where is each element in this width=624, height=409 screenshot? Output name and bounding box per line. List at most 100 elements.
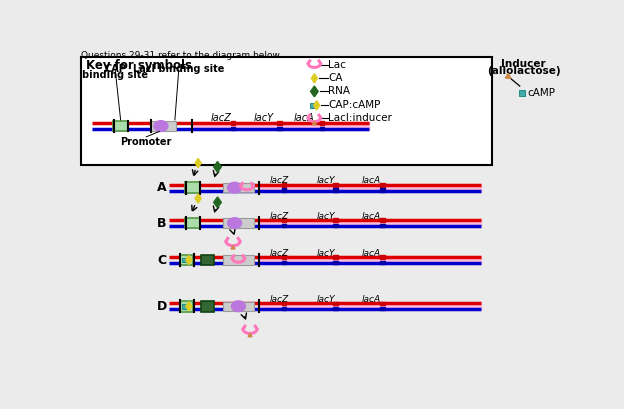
Text: RNA: RNA [328,86,350,97]
Polygon shape [314,101,319,110]
Bar [223,218,254,228]
Bar [380,218,385,222]
Bar [185,182,200,193]
Text: lacZ: lacZ [270,212,289,221]
Bar [380,183,385,187]
Bar [180,301,193,312]
Polygon shape [154,121,168,131]
Bar [282,302,286,306]
Bar [333,307,338,310]
Text: A: A [157,181,167,194]
Text: CA: CA [328,73,343,83]
Bar [231,121,235,125]
Polygon shape [186,302,192,311]
Text: LacI binding site: LacI binding site [133,64,225,74]
Text: lacY: lacY [254,113,274,124]
Text: lacZ: lacZ [270,249,289,258]
Text: lacY: lacY [317,295,335,304]
Polygon shape [195,194,201,203]
Bar [282,256,286,259]
Bar [260,302,481,310]
Bar [151,121,175,131]
Bar [260,256,481,264]
Text: Inducer: Inducer [501,59,546,69]
Polygon shape [213,197,222,208]
Text: Lac: Lac [328,60,346,70]
Text: CAP:cAMP: CAP:cAMP [328,100,381,110]
Bar [260,219,481,227]
Bar [223,256,254,265]
Bar [282,261,286,264]
Text: CAP: CAP [104,64,126,74]
Bar [282,307,286,310]
Bar [333,302,338,306]
Bar [319,127,324,130]
Text: Questions 29-31 refer to the diagram below.: Questions 29-31 refer to the diagram bel… [81,52,282,61]
Bar [333,189,338,191]
Bar [282,218,286,222]
Text: lacZ: lacZ [270,295,289,304]
Polygon shape [505,73,511,78]
Text: C: C [157,254,166,267]
Text: lacZ: lacZ [210,113,231,124]
Text: D: D [157,300,167,313]
Polygon shape [313,121,316,125]
Bar [113,121,129,131]
Polygon shape [213,162,222,172]
Text: lacY: lacY [317,249,335,258]
Polygon shape [228,218,241,229]
Polygon shape [311,86,318,97]
Text: lacZ: lacZ [270,176,289,185]
Text: Key for symbols: Key for symbols [85,59,192,72]
Text: lacA: lacA [361,295,381,304]
Text: lacY: lacY [317,212,335,221]
Bar [380,307,385,310]
Text: B: B [157,217,167,229]
Bar [380,261,385,264]
Bar [333,256,338,259]
Bar [319,121,324,125]
Polygon shape [186,256,192,265]
Text: Promoter: Promoter [120,137,172,147]
Bar [180,255,193,265]
Text: lacA: lacA [361,212,381,221]
Text: lacA: lacA [294,113,314,124]
Polygon shape [231,245,235,249]
Bar [223,302,254,311]
Bar [193,122,369,130]
Bar [333,261,338,264]
Bar [519,90,525,96]
Text: cAMP: cAMP [527,88,555,98]
Text: lacA: lacA [361,176,381,185]
Text: lacY: lacY [317,176,335,185]
Bar [333,224,338,227]
Bar [333,218,338,222]
Bar [380,224,385,227]
Bar [380,302,385,306]
Bar [185,218,200,229]
Polygon shape [228,182,241,193]
Bar [182,304,187,308]
Polygon shape [232,301,245,312]
Bar [282,189,286,191]
Polygon shape [248,333,252,337]
Polygon shape [311,74,318,83]
Text: LacI:inducer: LacI:inducer [328,112,392,123]
Bar [380,189,385,191]
Bar [282,183,286,187]
Bar [231,127,235,130]
Bar [182,258,187,262]
Text: (allolactose): (allolactose) [487,66,560,76]
Bar [310,103,314,108]
Text: binding site: binding site [82,70,148,80]
Bar [201,301,213,312]
Polygon shape [195,158,201,168]
Bar [282,224,286,227]
Bar [380,256,385,259]
Bar [333,183,338,187]
Text: lacA: lacA [361,249,381,258]
Bar [260,184,481,191]
Bar [277,121,282,125]
Bar [201,255,213,265]
Bar [81,57,492,165]
